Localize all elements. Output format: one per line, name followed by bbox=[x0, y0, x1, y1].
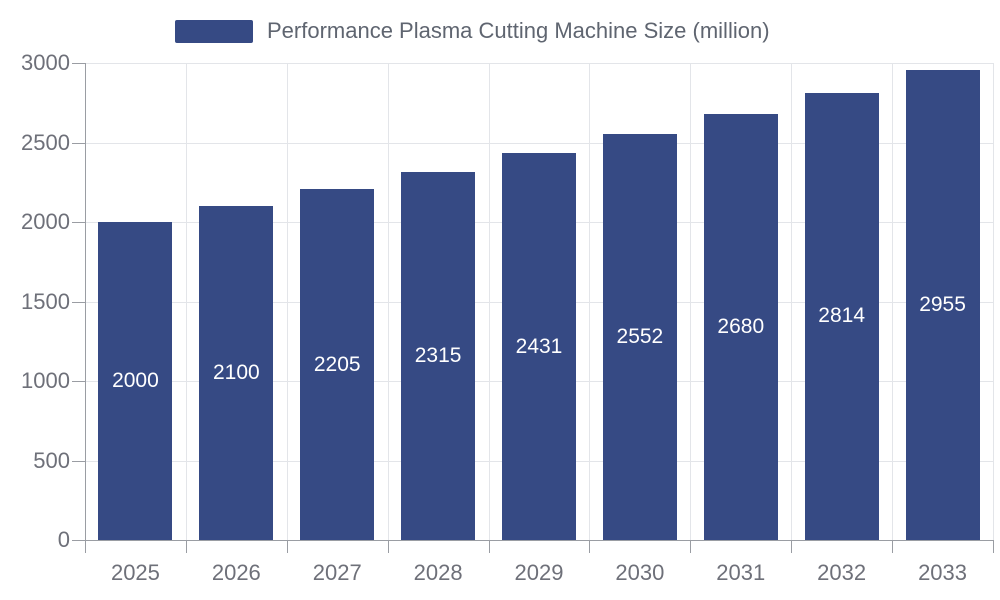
x-tick-label: 2026 bbox=[211, 560, 261, 585]
x-axis-tick bbox=[387, 540, 389, 553]
y-axis-tick bbox=[72, 63, 85, 64]
y-axis-tick bbox=[72, 222, 85, 223]
y-tick-label: 0 bbox=[57, 527, 70, 552]
gridline-vertical bbox=[286, 63, 288, 540]
x-tick-label: 2032 bbox=[817, 560, 867, 585]
bar-value-label: 2814 bbox=[818, 304, 866, 328]
x-tick-label: 2030 bbox=[615, 560, 665, 585]
y-axis-tick bbox=[72, 460, 85, 462]
x-tick-label: 2028 bbox=[413, 560, 463, 585]
gridline-vertical bbox=[589, 63, 591, 540]
legend-item[interactable]: Performance Plasma Cutting Machine Size … bbox=[175, 17, 770, 45]
y-tick-label: 500 bbox=[33, 447, 70, 473]
bar-2030[interactable]: 2552 bbox=[602, 134, 677, 540]
bar-value-label: 2955 bbox=[919, 293, 966, 317]
y-axis-tick bbox=[72, 540, 85, 541]
bar-value-label: 2100 bbox=[212, 361, 260, 385]
y-tick-label: 2000 bbox=[21, 209, 70, 234]
x-axis-tick bbox=[286, 540, 288, 553]
bar-2031[interactable]: 2680 bbox=[703, 113, 778, 540]
x-axis-tick bbox=[589, 540, 591, 553]
bar-value-label: 2431 bbox=[515, 334, 563, 358]
x-tick-label: 2025 bbox=[110, 560, 160, 585]
bar-value-label: 2552 bbox=[616, 325, 664, 349]
bar-2032[interactable]: 2814 bbox=[804, 92, 879, 540]
gridline-vertical bbox=[791, 63, 793, 540]
x-axis-tick bbox=[690, 540, 692, 553]
x-tick-label: 2029 bbox=[514, 560, 564, 585]
y-tick-label: 3000 bbox=[21, 50, 70, 75]
gridline-vertical bbox=[387, 63, 389, 540]
bar-value-label: 2000 bbox=[112, 369, 159, 392]
gridline-vertical bbox=[892, 63, 894, 540]
x-axis-tick bbox=[488, 540, 490, 553]
y-tick-label: 2500 bbox=[21, 129, 70, 155]
x-tick-label: 2027 bbox=[312, 560, 362, 585]
bar-value-label: 2680 bbox=[717, 314, 765, 338]
x-tick-label: 2033 bbox=[918, 560, 968, 585]
legend-label: Performance Plasma Cutting Machine Size … bbox=[267, 18, 770, 43]
gridline-vertical bbox=[488, 63, 490, 540]
bar-value-label: 2205 bbox=[313, 352, 361, 376]
bar-value-label: 2315 bbox=[414, 343, 462, 367]
gridline-vertical bbox=[185, 63, 187, 540]
gridline-horizontal bbox=[85, 142, 993, 144]
x-tick-label: 2031 bbox=[716, 560, 766, 585]
y-axis-tick bbox=[72, 301, 85, 303]
y-tick-label: 1000 bbox=[21, 368, 70, 393]
gridline-vertical bbox=[993, 63, 994, 540]
bar-2026[interactable]: 2100 bbox=[199, 206, 274, 540]
x-axis-tick bbox=[892, 540, 894, 553]
x-axis-tick bbox=[791, 540, 793, 553]
x-axis-tick bbox=[85, 540, 86, 553]
legend-swatch bbox=[175, 19, 253, 43]
x-axis-line bbox=[85, 540, 994, 541]
y-axis-tick bbox=[72, 381, 85, 382]
bar-2033[interactable]: 2955 bbox=[905, 70, 980, 540]
y-axis-tick bbox=[72, 142, 85, 144]
bar-2025[interactable]: 2000 bbox=[98, 222, 173, 540]
gridline-vertical bbox=[690, 63, 692, 540]
x-axis-tick bbox=[185, 540, 187, 553]
x-axis-tick bbox=[993, 540, 994, 553]
bar-2028[interactable]: 2315 bbox=[401, 171, 476, 540]
bar-2029[interactable]: 2431 bbox=[502, 153, 576, 540]
y-axis-line bbox=[85, 63, 86, 541]
y-tick-label: 1500 bbox=[21, 288, 70, 314]
gridline-horizontal bbox=[85, 63, 993, 64]
bar-2027[interactable]: 2205 bbox=[300, 189, 375, 540]
